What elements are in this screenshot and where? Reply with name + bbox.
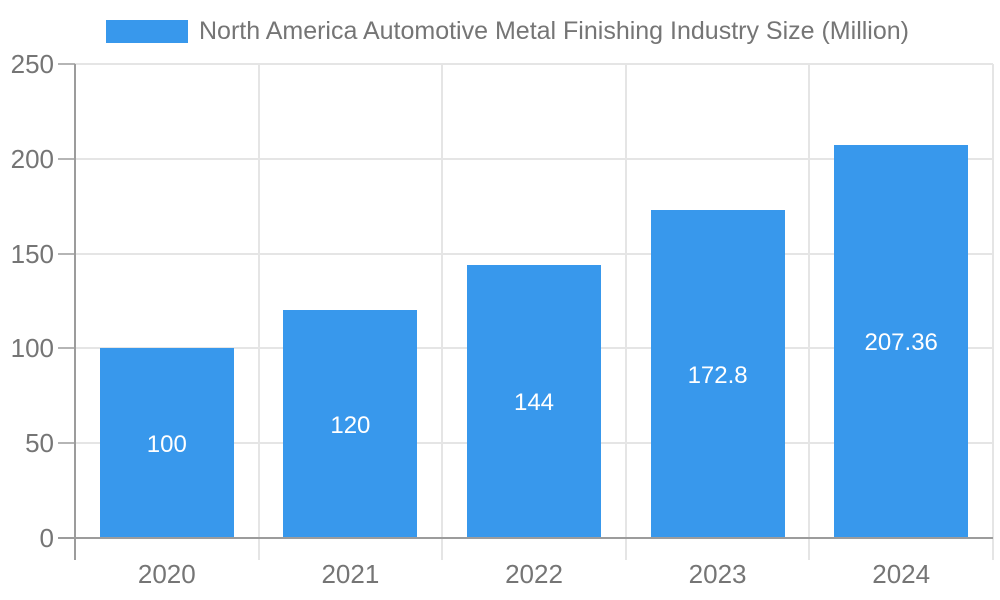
x-axis-label: 2022: [505, 559, 563, 589]
y-axis-tick: [58, 157, 75, 160]
legend-swatch: [106, 19, 188, 43]
y-axis-label: 250: [10, 49, 54, 79]
y-axis-label: 150: [10, 238, 54, 269]
bar-value-label: 100: [146, 431, 187, 459]
bar-2022[interactable]: [467, 264, 601, 538]
x-axis-label: 2020: [137, 559, 196, 589]
x-axis-label: 2024: [872, 559, 931, 589]
x-axis-line: [58, 537, 993, 539]
y-axis-tick: [58, 442, 75, 445]
bar-value-label: 120: [330, 412, 371, 440]
y-axis-tick: [58, 252, 75, 255]
y-axis-label: 100: [10, 333, 54, 364]
h-gridline: [75, 252, 993, 255]
y-axis-label: 0: [39, 523, 54, 553]
y-axis-tick: [58, 347, 75, 350]
h-gridline: [75, 63, 993, 65]
chart-title: North America Automotive Metal Finishing…: [199, 17, 909, 45]
bar-value-label: 207.36: [864, 329, 938, 357]
bar-2020[interactable]: [99, 348, 234, 538]
h-gridline: [75, 157, 993, 160]
v-gridline: [624, 64, 627, 560]
v-gridline: [808, 64, 811, 560]
y-axis-label: 50: [25, 428, 54, 459]
bar-2024[interactable]: [834, 144, 969, 538]
v-gridline: [441, 64, 444, 560]
y-axis-label: 200: [10, 143, 54, 174]
bar-2023[interactable]: [650, 210, 785, 538]
x-axis-label: 2021: [321, 559, 380, 589]
x-axis-label: 2023: [688, 559, 747, 589]
bar-2021[interactable]: [283, 310, 418, 538]
y-axis-line: [74, 64, 76, 560]
bar-value-label: 144: [513, 389, 555, 417]
v-gridline: [992, 64, 994, 560]
legend-item[interactable]: North America Automotive Metal Finishing…: [106, 17, 909, 45]
bar-value-label: 172.8: [687, 362, 748, 390]
y-axis-tick: [58, 63, 75, 65]
v-gridline: [257, 64, 260, 560]
